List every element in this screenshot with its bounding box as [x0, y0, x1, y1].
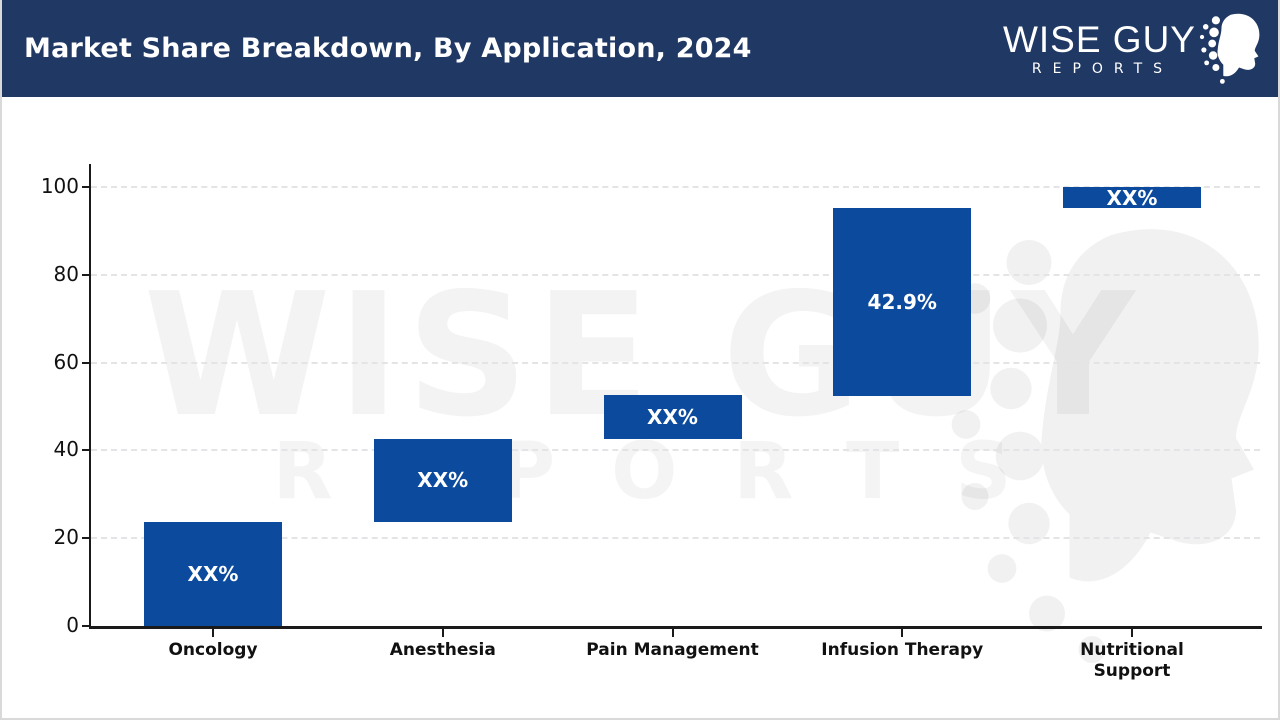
y-tick-mark	[82, 449, 91, 452]
y-tick-mark	[82, 625, 91, 627]
category-label: Infusion Therapy	[821, 640, 984, 660]
page-title: Market Share Breakdown, By Application, …	[24, 33, 752, 64]
bar-infusion-therapy: 42.9%	[833, 207, 972, 396]
gridline-80	[91, 273, 1260, 276]
y-tick-label: 60	[53, 349, 79, 374]
gridline-100	[91, 186, 1260, 188]
brand-name: WISE GUY	[1002, 19, 1196, 60]
y-tick-label: 100	[40, 174, 79, 198]
gridline-60	[91, 361, 1260, 364]
x-tick-mark	[441, 629, 444, 637]
y-tick-label: 20	[53, 525, 79, 550]
x-tick-mark	[671, 629, 674, 637]
bar-value-label: XX%	[187, 561, 239, 586]
y-tick-label: 40	[53, 437, 79, 462]
x-axis	[89, 626, 1262, 629]
bar-nutritional-support: XX%	[1063, 185, 1201, 210]
y-axis	[89, 164, 91, 628]
bar-value-label: XX%	[647, 404, 698, 429]
y-tick-mark	[82, 537, 91, 540]
y-tick-mark	[82, 361, 91, 364]
bar-oncology: XX%	[144, 521, 282, 626]
gridline-20	[91, 537, 1260, 540]
y-tick-label: 80	[53, 261, 79, 286]
header-bar: Market Share Breakdown, By Application, …	[2, 0, 1278, 97]
bar-pain-management: XX%	[603, 395, 742, 439]
bar-value-label: XX%	[1106, 185, 1158, 210]
category-label: Pain Management	[586, 640, 759, 660]
brand-logo-text: WISE GUY REPORTS	[1003, 21, 1196, 76]
y-tick-mark	[82, 186, 91, 188]
category-label: Oncology	[168, 640, 258, 660]
bar-value-label: 42.9%	[867, 289, 937, 314]
bar-anesthesia: XX%	[373, 438, 512, 522]
x-tick-mark	[901, 629, 904, 637]
x-tick-mark	[212, 629, 214, 637]
watermark-text-reports: REPORTS	[172, 427, 1112, 517]
brand-logo: WISE GUY REPORTS	[1003, 9, 1264, 89]
x-tick-mark	[1131, 629, 1133, 637]
brand-face-icon	[1199, 13, 1260, 84]
y-tick-label: 0	[66, 613, 79, 637]
category-label: Nutritional Support	[1080, 640, 1184, 682]
y-tick-mark	[82, 273, 91, 276]
brand-subname: REPORTS	[1031, 61, 1174, 77]
category-label: Anesthesia	[389, 640, 496, 660]
gridline-40	[91, 449, 1260, 452]
bar-value-label: XX%	[417, 468, 469, 493]
